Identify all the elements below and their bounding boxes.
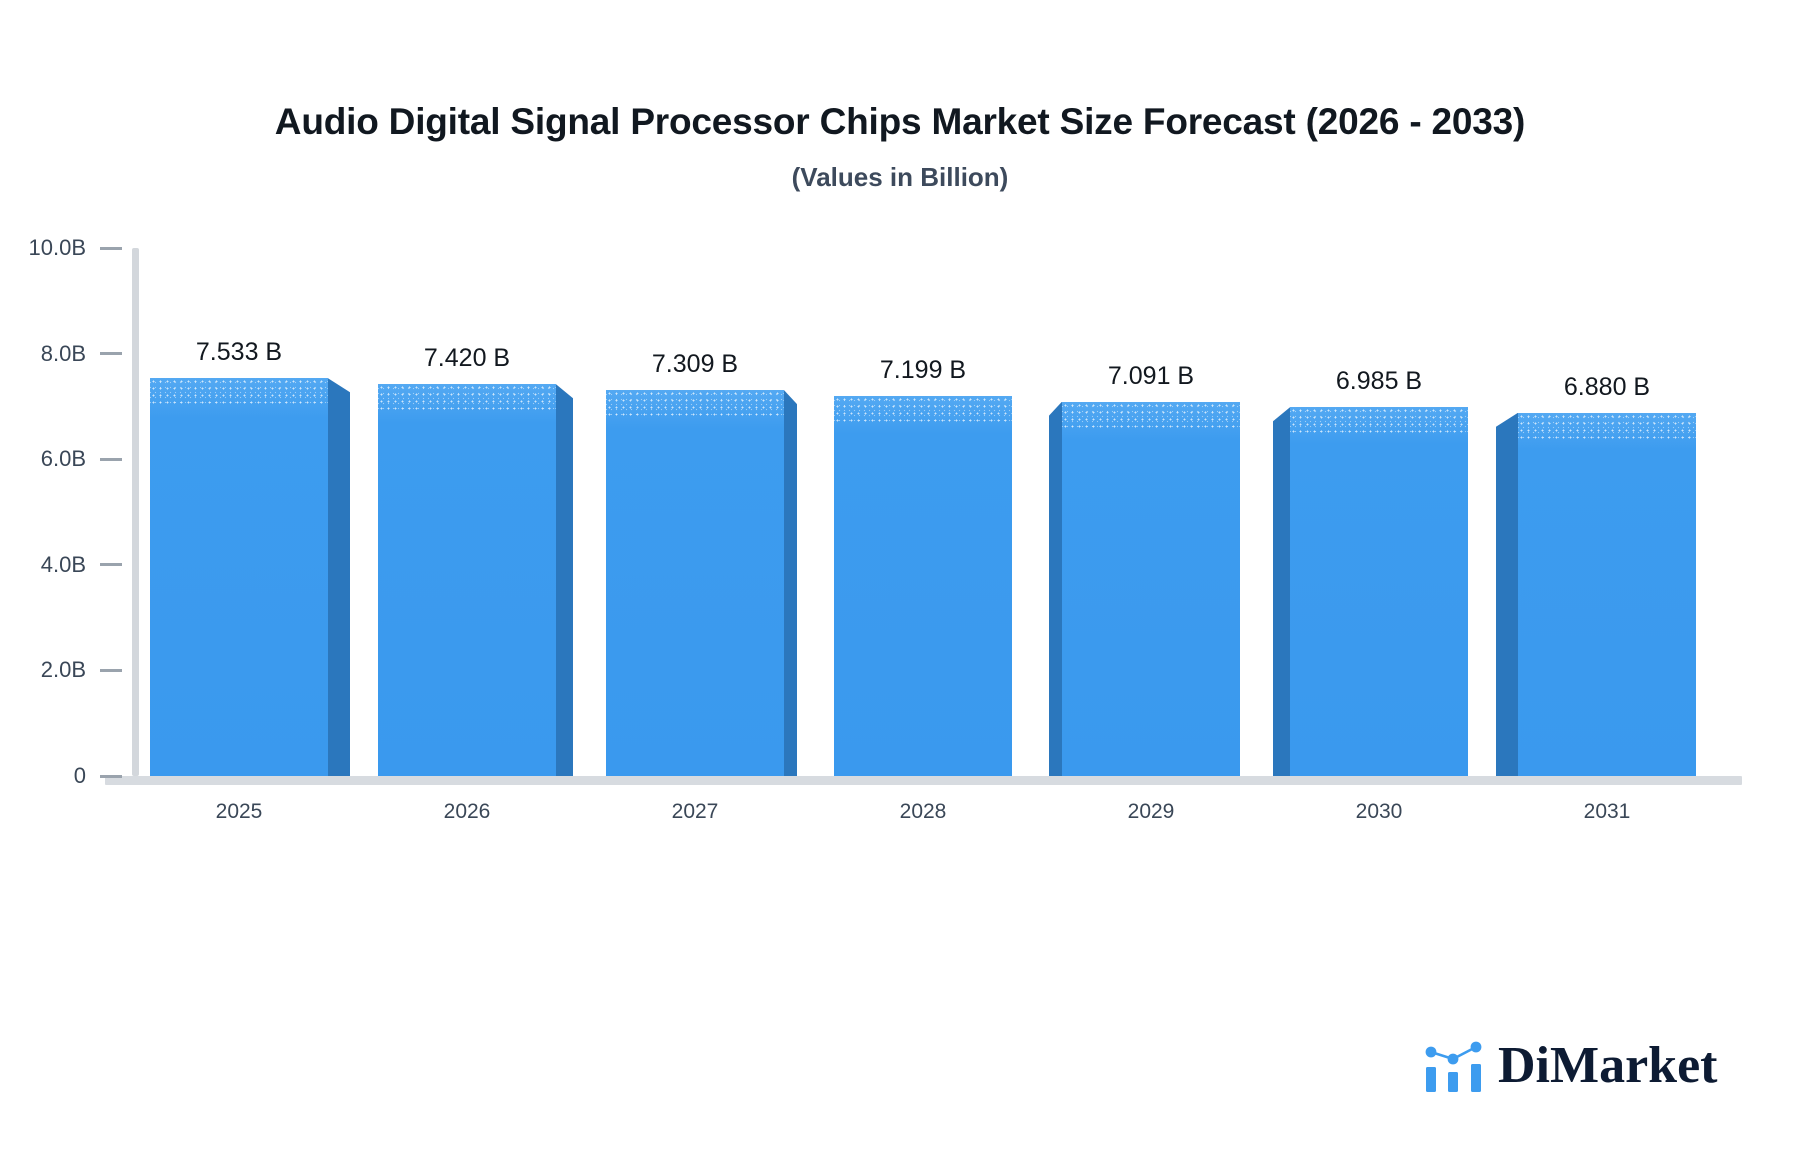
bar-side-face (1496, 412, 1518, 776)
bar-side-face (1273, 407, 1290, 776)
bar-front-face (1518, 412, 1696, 776)
bar-front-face (150, 378, 328, 776)
y-axis-tick-mark (100, 457, 122, 461)
bar-front-face (1290, 407, 1468, 776)
y-axis-tick-mark (100, 668, 122, 672)
bar-value-label: 6.985 B (1335, 367, 1423, 396)
bar-side-face (556, 384, 573, 776)
y-axis-tick-mark (100, 246, 122, 250)
bar[interactable] (378, 384, 573, 776)
y-axis-tick-label: 10.0B (28, 235, 87, 260)
y-axis-tick: 10.0B (0, 235, 122, 260)
y-axis-tick: 6.0B (0, 446, 122, 472)
x-axis-baseline (105, 776, 1742, 785)
bar-chart-logo-icon (1425, 1041, 1482, 1092)
y-axis-tick: 2.0B (0, 657, 122, 683)
bar[interactable] (1273, 407, 1468, 776)
y-axis-tick: 0 (0, 763, 122, 788)
x-axis-tick-label: 2031 (1583, 800, 1631, 823)
bar-value-label: 7.199 B (879, 355, 967, 384)
x-axis-tick-label: 2027 (671, 800, 719, 823)
x-axis-tick-label: 2025 (215, 800, 263, 823)
bar-value-label: 7.533 B (195, 338, 283, 367)
y-axis-tick-label: 0 (73, 763, 86, 788)
y-axis-tick-label: 8.0B (40, 340, 86, 366)
y-axis-tick: 8.0B (0, 340, 122, 366)
bar-front-face (378, 384, 556, 776)
x-axis-tick-label: 2028 (899, 800, 947, 823)
plot-area: 0 2.0B 4.0B 6.0B 8.0B 10.0B 7.533 B 7.420 B 7.3… (0, 235, 1800, 900)
x-axis-tick-label: 2030 (1355, 800, 1403, 823)
bar[interactable] (834, 395, 1012, 776)
bar[interactable] (606, 390, 797, 776)
chart-subtitle: (Values in Billion) (791, 162, 1009, 193)
bar-front-face (834, 395, 1012, 776)
bar-side-face (1049, 401, 1062, 776)
title-block: Audio Digital Signal Processor Chips Mar… (0, 100, 1800, 193)
bar-value-label: 7.420 B (423, 344, 511, 373)
y-axis-tick-label: 6.0B (40, 446, 86, 472)
y-axis-tick-mark (100, 774, 122, 778)
y-axis-tick-mark (100, 563, 122, 567)
y-axis-tick-mark (100, 352, 122, 356)
y-axis-tick: 4.0B (0, 551, 122, 577)
bar[interactable] (150, 378, 350, 776)
brand-logo: DiMarket (1424, 1040, 1717, 1092)
y-axis-line (132, 248, 139, 776)
bar-side-face (328, 378, 350, 776)
y-axis-tick-label: 2.0B (40, 657, 86, 683)
bar-value-label: 6.880 B (1563, 372, 1651, 401)
bar-series: 7.533 B 7.420 B 7.309 B 7.199 B 7.091 B 6.985… (0, 240, 1800, 776)
x-axis-tick-label: 2029 (1127, 800, 1175, 823)
bar-front-face (606, 390, 784, 776)
bar-side-face (784, 390, 797, 776)
bar-value-label: 7.309 B (651, 350, 739, 379)
bar[interactable] (1496, 412, 1696, 776)
bar-front-face (1062, 401, 1240, 776)
bar-value-label: 7.091 B (1107, 361, 1195, 390)
x-axis-tick-label: 2026 (443, 800, 491, 823)
bar[interactable] (1049, 401, 1240, 776)
page-title: Audio Digital Signal Processor Chips Mar… (274, 101, 1526, 142)
y-axis-tick-label: 4.0B (40, 551, 86, 577)
brand-name: DiMarket (1498, 1037, 1718, 1094)
